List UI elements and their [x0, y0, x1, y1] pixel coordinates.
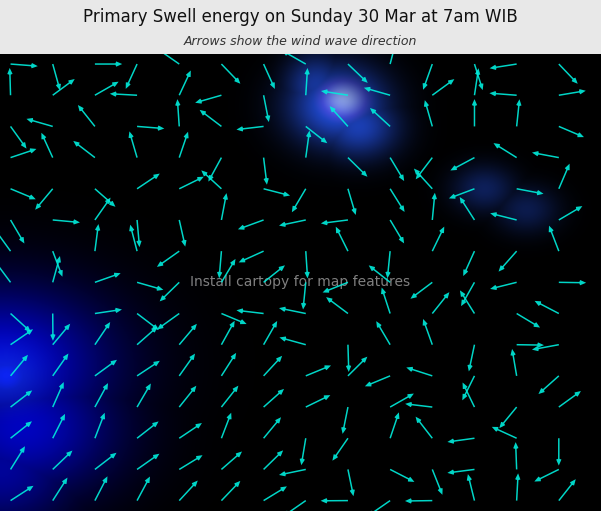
- Text: Install cartopy for map features: Install cartopy for map features: [191, 275, 410, 289]
- Text: Arrows show the wind wave direction: Arrows show the wind wave direction: [184, 35, 417, 49]
- Text: Primary Swell energy on Sunday 30 Mar at 7am WIB: Primary Swell energy on Sunday 30 Mar at…: [83, 8, 518, 26]
